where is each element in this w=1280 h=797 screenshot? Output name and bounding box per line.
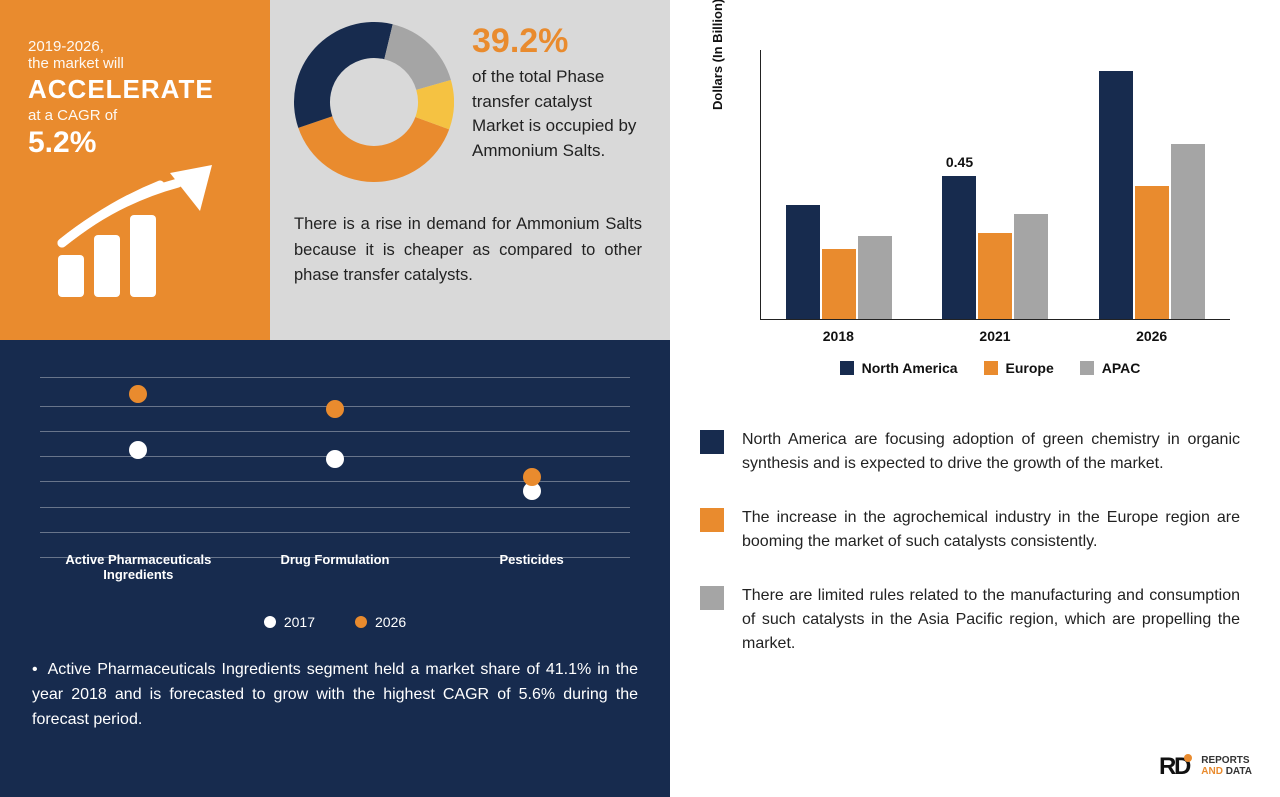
bar xyxy=(1135,186,1169,319)
accel-year-range: 2019-2026, xyxy=(28,38,246,55)
dot-plot-caption: Active Pharmaceuticals Ingredients segme… xyxy=(32,658,638,732)
bar-legend-item: Europe xyxy=(984,360,1054,376)
donut-caption: There is a rise in demand for Ammonium S… xyxy=(294,212,642,289)
logo-line1: REPORTS xyxy=(1201,755,1249,766)
accel-line3: at a CAGR of xyxy=(28,107,246,124)
info-text: There are limited rules related to the m… xyxy=(742,584,1240,656)
legend-label: North America xyxy=(862,360,958,376)
donut-chart xyxy=(294,22,454,182)
dot-plot-panel: Active Pharmaceuticals IngredientsDrug F… xyxy=(0,340,670,797)
dot-gridline xyxy=(40,557,630,558)
logo-text: REPORTS AND DATA xyxy=(1201,755,1252,777)
bar xyxy=(822,249,856,319)
legend-label: 2017 xyxy=(284,614,315,630)
dot-point xyxy=(326,450,344,468)
legend-swatch-icon xyxy=(1080,361,1094,375)
bar-legend-item: North America xyxy=(840,360,958,376)
bar xyxy=(1171,144,1205,319)
legend-dot-icon xyxy=(264,616,276,628)
accel-percent: 5.2% xyxy=(28,126,246,160)
donut-slice xyxy=(294,22,393,128)
info-block: There are limited rules related to the m… xyxy=(700,584,1240,656)
legend-label: Europe xyxy=(1006,360,1054,376)
logo-line2-and: AND xyxy=(1201,766,1225,777)
info-block: North America are focusing adoption of g… xyxy=(700,428,1240,476)
dot-legend-item: 2017 xyxy=(264,614,315,630)
bar xyxy=(1099,71,1133,319)
dot-gridline xyxy=(40,377,630,378)
bar-group xyxy=(1099,71,1205,319)
accel-line2: the market will xyxy=(28,55,246,72)
dot-point xyxy=(523,468,541,486)
bar-ylabel: Dollars (In Billion) xyxy=(710,0,725,110)
accel-word: ACCELERATE xyxy=(28,74,246,105)
donut-text-block: 39.2% of the total Phase transfer cataly… xyxy=(472,22,642,164)
bar-xlabels: 2018 2021 2026 xyxy=(760,328,1230,344)
right-column: Dollars (In Billion) 0.45 2018 2021 2026 N… xyxy=(670,0,1280,797)
logo-line2-data: DATA xyxy=(1226,766,1252,777)
legend-label: APAC xyxy=(1102,360,1141,376)
legend-label: 2026 xyxy=(375,614,406,630)
left-column: 2019-2026, the market will ACCELERATE at… xyxy=(0,0,670,797)
bar-callout-label: 0.45 xyxy=(946,154,973,170)
bar-xlabel: 2021 xyxy=(979,328,1010,344)
bar-xlabel: 2026 xyxy=(1136,328,1167,344)
page-root: 2019-2026, the market will ACCELERATE at… xyxy=(0,0,1280,797)
donut-headline-pct: 39.2% xyxy=(472,22,642,61)
dot-plot-chart: Active Pharmaceuticals IngredientsDrug F… xyxy=(40,358,630,578)
info-text: The increase in the agrochemical industr… xyxy=(742,506,1240,554)
reports-and-data-logo: R D REPORTS AND DATA xyxy=(1159,753,1252,779)
donut-panel: 39.2% of the total Phase transfer cataly… xyxy=(270,0,670,340)
top-left-row: 2019-2026, the market will ACCELERATE at… xyxy=(0,0,670,340)
dot-gridline xyxy=(40,532,630,533)
bar xyxy=(786,205,820,319)
donut-slice xyxy=(298,116,449,182)
growth-arrow-icon xyxy=(50,165,220,310)
donut-row: 39.2% of the total Phase transfer cataly… xyxy=(294,22,642,182)
bar xyxy=(978,233,1012,319)
dot-point xyxy=(129,441,147,459)
bar-plot-area: 0.45 xyxy=(760,50,1230,320)
legend-swatch-icon xyxy=(984,361,998,375)
dot-plot-legend: 2017 2026 xyxy=(32,614,638,630)
info-block: The increase in the agrochemical industr… xyxy=(700,506,1240,554)
bar-group: 0.45 xyxy=(942,176,1048,319)
dot-point xyxy=(129,385,147,403)
info-swatch-icon xyxy=(700,508,724,532)
bar-groups: 0.45 xyxy=(761,50,1230,319)
info-swatch-icon xyxy=(700,586,724,610)
bar-chart: Dollars (In Billion) 0.45 201820212026 N… xyxy=(740,50,1240,380)
logo-mark-icon: R D xyxy=(1159,753,1193,779)
dot-legend-item: 2026 xyxy=(355,614,406,630)
bar xyxy=(942,176,976,319)
bar xyxy=(858,236,892,319)
legend-swatch-icon xyxy=(840,361,854,375)
donut-slice xyxy=(384,24,451,90)
info-blocks: North America are focusing adoption of g… xyxy=(700,428,1240,656)
donut-desc: of the total Phase transfer catalyst Mar… xyxy=(472,65,642,164)
dot-gridline xyxy=(40,507,630,508)
dot-gridline xyxy=(40,431,630,432)
bar xyxy=(1014,214,1048,319)
dot-point xyxy=(326,400,344,418)
dot-gridline xyxy=(40,481,630,482)
info-text: North America are focusing adoption of g… xyxy=(742,428,1240,476)
bar-legend-item: APAC xyxy=(1080,360,1141,376)
legend-dot-icon xyxy=(355,616,367,628)
bar-group xyxy=(786,205,892,319)
bar-legend: North America Europe APAC xyxy=(740,360,1240,376)
bar-xlabel: 2018 xyxy=(823,328,854,344)
info-swatch-icon xyxy=(700,430,724,454)
accelerate-panel: 2019-2026, the market will ACCELERATE at… xyxy=(0,0,270,340)
